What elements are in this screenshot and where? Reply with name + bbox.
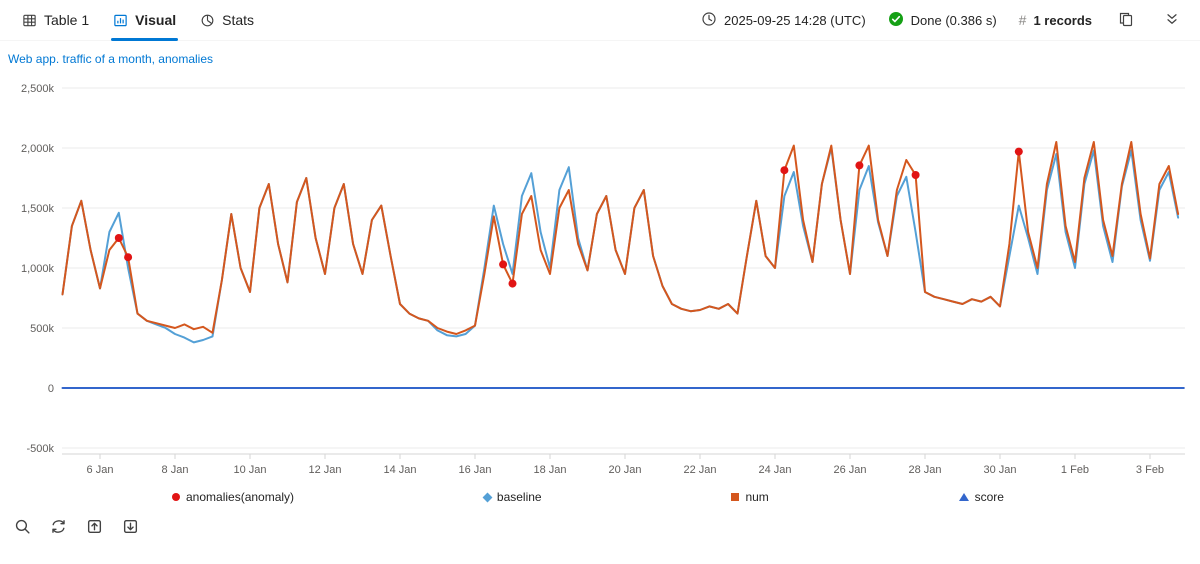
status-group: Done (0.386 s) [888,11,997,30]
score-triangle-marker [958,493,969,501]
tab-table-1-label: Table 1 [44,12,90,28]
legend-item-anomalies[interactable]: anomalies(anomaly) [172,490,294,504]
table-icon [22,13,37,28]
svg-text:20 Jan: 20 Jan [608,464,641,476]
legend-item-score[interactable]: score [958,490,1004,504]
baseline-diamond-marker [482,492,493,502]
tab-visual-label: Visual [135,12,177,28]
svg-text:18 Jan: 18 Jan [533,464,566,476]
chart-legend: anomalies(anomaly) baseline num score [0,478,1200,504]
legend-label-num: num [745,490,769,504]
check-circle-icon [888,11,904,30]
magnifier-icon [14,518,31,538]
refresh-icon [50,518,67,538]
svg-text:2,500k: 2,500k [21,83,55,95]
svg-text:10 Jan: 10 Jan [233,464,266,476]
tab-stats[interactable]: Stats [188,0,266,41]
stats-pie-icon [200,13,215,28]
legend-label-baseline: baseline [496,490,542,504]
tab-stats-label: Stats [222,12,255,28]
svg-text:500k: 500k [30,323,54,335]
svg-text:0: 0 [48,383,54,395]
legend-label-score: score [974,490,1004,504]
svg-text:12 Jan: 12 Jan [308,464,341,476]
chart-action-bar [0,504,1200,540]
refresh-button[interactable] [46,516,70,540]
results-toolbar: Table 1 Visual Stats 2025-09-25 14:28 (U… [0,0,1200,41]
svg-text:6 Jan: 6 Jan [87,464,114,476]
svg-text:24 Jan: 24 Jan [758,464,791,476]
traffic-anomaly-chart[interactable]: 2,500k 2,000k 1,500k 1,000k 500k 0 -500k 6 Jan 8… [0,74,1200,478]
num-square-marker [731,493,740,501]
records-group: # 1 records [1019,12,1092,28]
svg-text:-500k: -500k [26,443,54,455]
clock-icon [701,11,717,30]
copy-button[interactable] [1114,8,1138,32]
svg-text:28 Jan: 28 Jan [908,464,941,476]
svg-text:30 Jan: 30 Jan [983,464,1016,476]
status-text: Done (0.386 s) [910,12,997,28]
query-timestamp: 2025-09-25 14:28 (UTC) [724,12,866,28]
records-count: 1 records [1033,12,1092,28]
zoom-button[interactable] [10,516,34,540]
svg-text:8 Jan: 8 Jan [162,464,189,476]
chart-title: Web app. traffic of a month, anomalies [8,52,214,66]
svg-text:26 Jan: 26 Jan [833,464,866,476]
svg-text:2,000k: 2,000k [21,143,55,155]
upload-button[interactable] [82,516,106,540]
double-chevron-down-icon [1164,11,1180,30]
results-tabs: Table 1 Visual Stats [10,0,266,41]
svg-text:16 Jan: 16 Jan [458,464,491,476]
svg-text:14 Jan: 14 Jan [383,464,416,476]
timestamp-group: 2025-09-25 14:28 (UTC) [701,11,866,30]
legend-item-num[interactable]: num [731,490,769,504]
visual-chart-icon [113,13,128,28]
collapse-pane-button[interactable] [1160,8,1184,32]
toolbar-status-area: 2025-09-25 14:28 (UTC) Done (0.386 s) # … [701,8,1190,32]
hash-symbol: # [1018,12,1027,28]
svg-text:3 Feb: 3 Feb [1136,464,1164,476]
legend-label-anomalies: anomalies(anomaly) [186,490,295,504]
upload-icon [86,518,103,538]
svg-text:22 Jan: 22 Jan [683,464,716,476]
svg-text:1 Feb: 1 Feb [1061,464,1089,476]
anomaly-dot-marker [172,493,180,501]
tab-table-1[interactable]: Table 1 [10,0,101,41]
tab-visual[interactable]: Visual [101,0,188,41]
svg-text:1,500k: 1,500k [21,203,55,215]
copy-icon [1118,11,1134,30]
svg-text:1,000k: 1,000k [21,263,55,275]
legend-item-baseline[interactable]: baseline [482,490,542,504]
download-icon [122,518,139,538]
download-button[interactable] [118,516,142,540]
